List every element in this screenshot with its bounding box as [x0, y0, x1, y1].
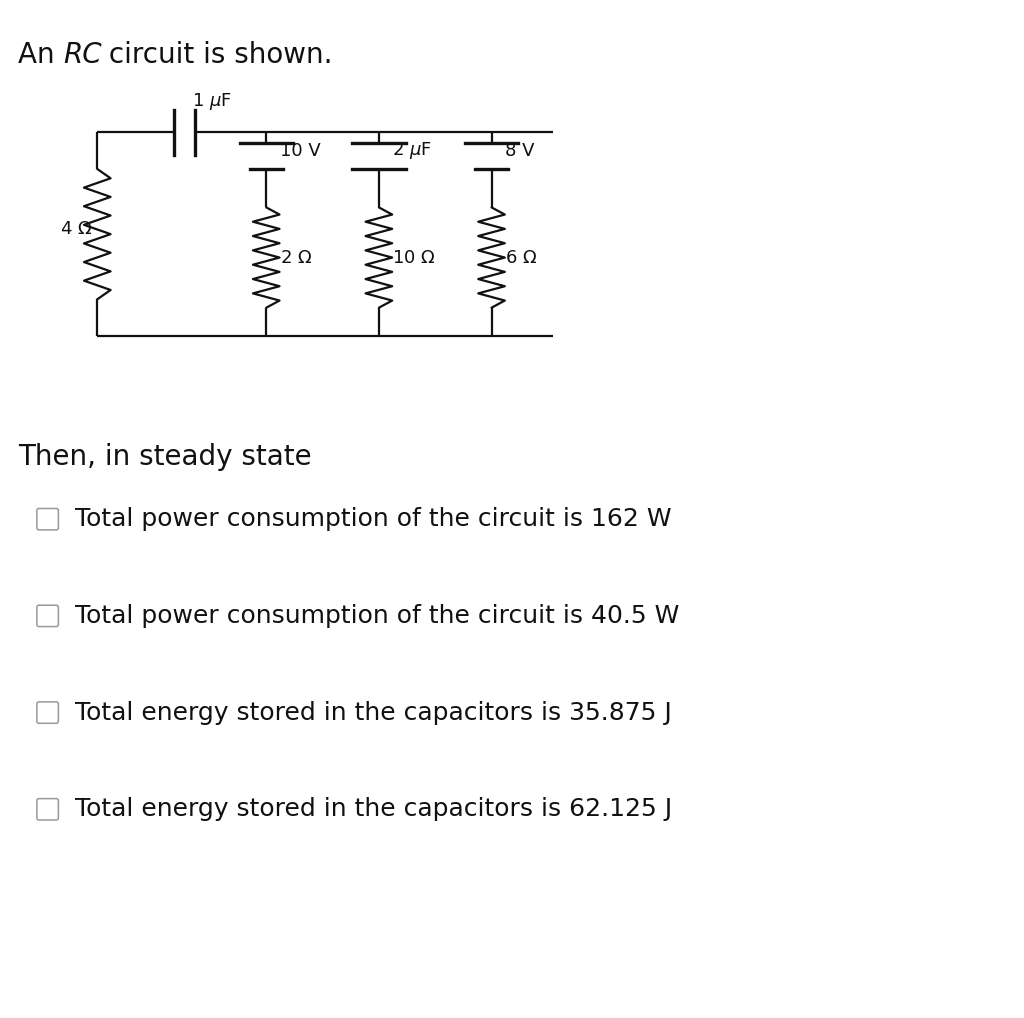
Text: 10 $\Omega$: 10 $\Omega$ — [392, 248, 436, 267]
Text: 10 V: 10 V — [280, 142, 321, 160]
Text: 2 $\mu$F: 2 $\mu$F — [392, 140, 432, 161]
FancyBboxPatch shape — [37, 509, 58, 530]
FancyBboxPatch shape — [37, 702, 58, 724]
FancyBboxPatch shape — [37, 799, 58, 821]
Text: Total energy stored in the capacitors is 35.875 J: Total energy stored in the capacitors is… — [75, 700, 672, 725]
Text: 8 V: 8 V — [505, 142, 535, 160]
Text: Total power consumption of the circuit is 162 W: Total power consumption of the circuit i… — [75, 507, 672, 531]
Text: RC: RC — [63, 41, 102, 69]
Text: Total energy stored in the capacitors is 62.125 J: Total energy stored in the capacitors is… — [75, 797, 672, 822]
Text: circuit is shown.: circuit is shown. — [100, 41, 333, 69]
Text: Total power consumption of the circuit is 40.5 W: Total power consumption of the circuit i… — [75, 604, 679, 628]
Text: Then, in steady state: Then, in steady state — [18, 443, 312, 471]
Text: 1 $\mu$F: 1 $\mu$F — [193, 91, 232, 112]
Text: 2 $\Omega$: 2 $\Omega$ — [280, 248, 311, 267]
Text: An: An — [18, 41, 63, 69]
Text: 6 $\Omega$: 6 $\Omega$ — [505, 248, 537, 267]
Text: 4 $\Omega$: 4 $\Omega$ — [60, 220, 92, 238]
FancyBboxPatch shape — [37, 605, 58, 627]
